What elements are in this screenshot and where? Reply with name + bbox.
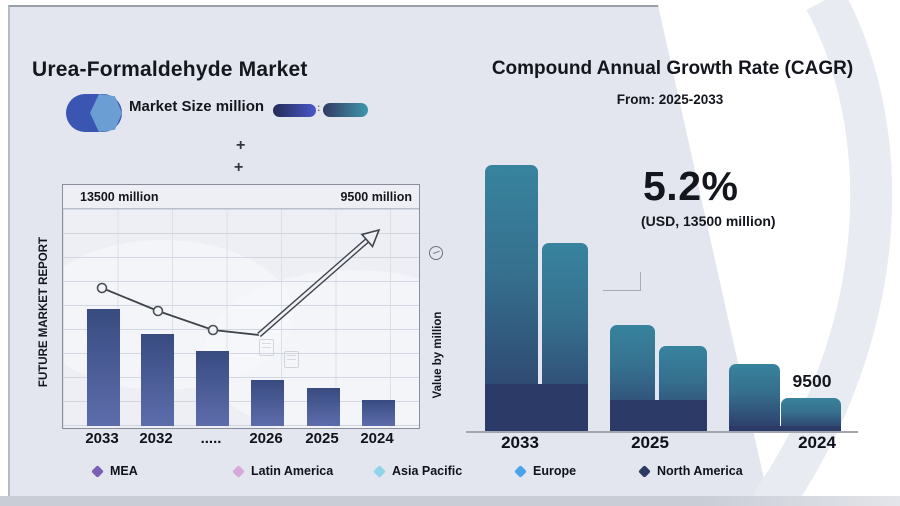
- step-line-decoration: [603, 272, 641, 291]
- legend-label: North America: [657, 464, 743, 478]
- legend-item-europe: Europe: [514, 464, 577, 478]
- market-size-chart: 13500 million 9500 million: [62, 184, 420, 429]
- value-axis-label: Value by million: [432, 311, 444, 399]
- market-size-bars: [63, 185, 419, 428]
- cagr-x-label-2024: 2024: [798, 433, 836, 452]
- legend-item-asia-pacific: Asia Pacific: [373, 464, 463, 478]
- value-callout: 9500: [792, 371, 832, 391]
- trend-line-arrow: [96, 228, 381, 338]
- market-size-bar-2026: [251, 380, 284, 426]
- watermark-vertical-text: FUTURE MARKET REPORT: [38, 236, 50, 388]
- ratio-pill-left: [273, 104, 316, 117]
- x-label-.....: .....: [200, 430, 222, 447]
- x-label-2032: 2032: [139, 430, 173, 447]
- page-title: Urea-Formaldehyde Market: [32, 58, 308, 81]
- clipboard-watermark-icon: [284, 351, 299, 368]
- cagr-value: 5.2%: [643, 163, 739, 209]
- cagr-bar-2024-1: [729, 364, 780, 432]
- cagr-title: Compound Annual Growth Rate (CAGR): [491, 58, 854, 79]
- market-size-bar-2024: [362, 400, 395, 426]
- chart-max-value: 13500 million: [80, 190, 159, 204]
- x-label-2025: 2025: [305, 430, 339, 447]
- x-label-2024: 2024: [360, 430, 394, 447]
- legend-diamond-icon: [91, 464, 104, 478]
- chart-header-row: 13500 million 9500 million: [63, 185, 419, 209]
- legend-label: Europe: [533, 464, 577, 478]
- ratio-colon: :: [317, 103, 321, 114]
- cagr-bar-merge-2024: [729, 426, 841, 432]
- x-label-2033: 2033: [85, 430, 119, 447]
- legend-item-mea: MEA: [91, 464, 138, 478]
- legend-diamond-icon: [232, 464, 245, 478]
- x-label-2026: 2026: [249, 430, 283, 447]
- legend-label: MEA: [110, 464, 138, 478]
- cagr-bars: [468, 160, 858, 432]
- cagr-subtitle: From: 2025-2033: [616, 92, 724, 107]
- legend-diamond-icon: [638, 464, 651, 478]
- ratio-pill-right: [323, 103, 368, 117]
- legend-label: Latin America: [251, 464, 334, 478]
- cylinder-icon: [66, 94, 122, 132]
- legend-item-north-america: North America: [638, 464, 743, 478]
- plus-decoration-2: +: [234, 159, 244, 176]
- chart-end-value: 9500 million: [340, 190, 412, 204]
- market-size-bar-2025: [307, 388, 340, 426]
- region-legend: MEA Latin America Asia Pacific Europe North …: [0, 464, 900, 486]
- cagr-bar-merge-2025: [610, 400, 707, 432]
- cagr-note: (USD, 13500 million): [641, 213, 776, 229]
- cagr-x-label-2025: 2025: [631, 433, 669, 452]
- cagr-x-label-2033: 2033: [501, 433, 539, 452]
- legend-diamond-icon: [373, 464, 386, 478]
- legend-item-latin-america: Latin America: [232, 464, 334, 478]
- cagr-baseline: [466, 431, 858, 433]
- bottom-edge-strip: [0, 496, 900, 506]
- market-size-label: Market Size million: [129, 98, 265, 115]
- market-size-bar-2032: [141, 334, 174, 426]
- market-size-bar-.....: [196, 351, 229, 426]
- cagr-bar-merge-2033: [485, 384, 588, 432]
- plus-decoration-1: +: [236, 137, 246, 154]
- legend-diamond-icon: [514, 464, 527, 478]
- market-size-bar-2033: [87, 309, 120, 426]
- clipboard-watermark-icon: [259, 339, 274, 356]
- legend-label: Asia Pacific: [392, 464, 463, 478]
